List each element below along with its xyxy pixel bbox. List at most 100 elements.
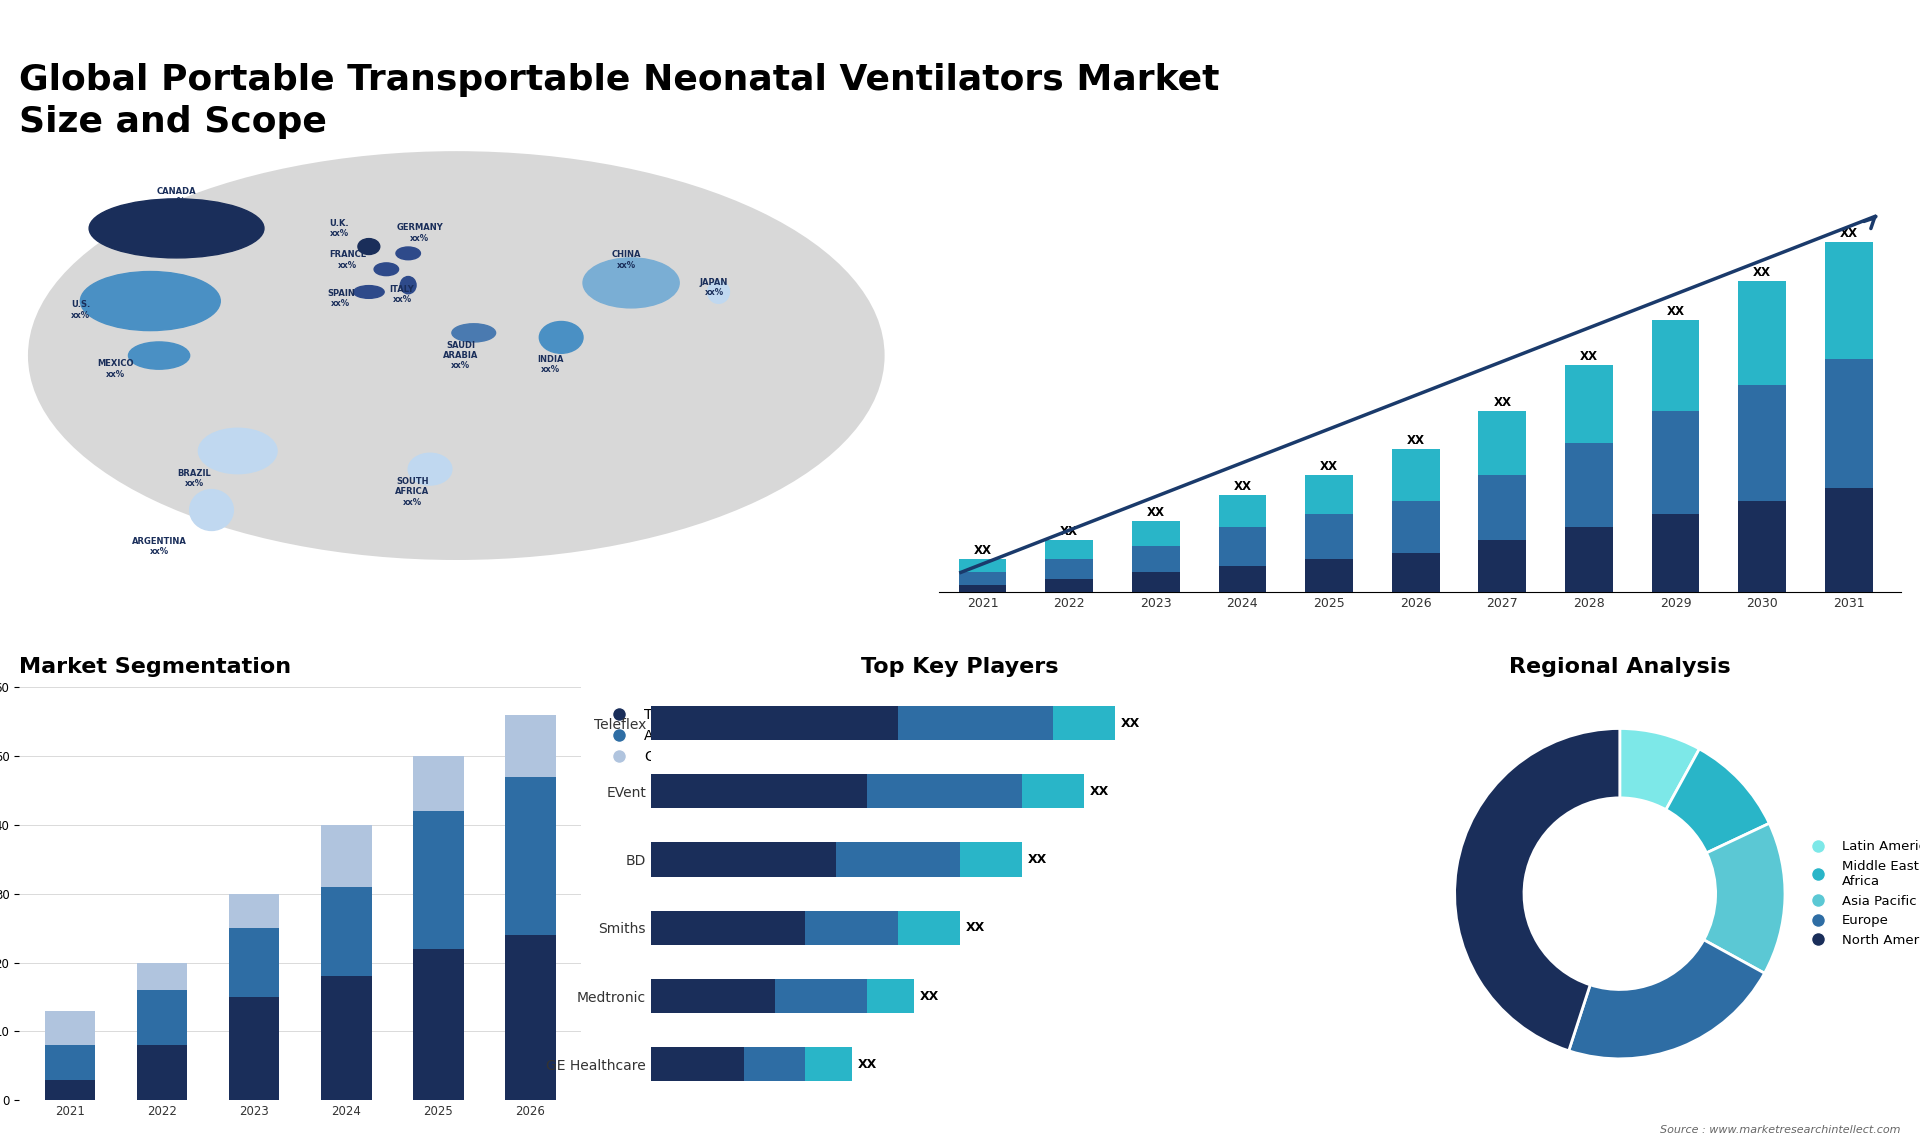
Bar [1021, 775, 1083, 808]
Text: XX: XX [1494, 395, 1511, 409]
Bar [1478, 540, 1526, 591]
Bar [743, 1047, 806, 1082]
Bar [228, 997, 280, 1100]
Ellipse shape [29, 151, 885, 560]
Bar [1738, 385, 1786, 501]
Wedge shape [1455, 729, 1620, 1051]
Text: Global Portable Transportable Neonatal Ventilators Market
Size and Scope: Global Portable Transportable Neonatal V… [19, 63, 1219, 139]
Text: XX: XX [1060, 525, 1079, 539]
Bar [228, 894, 280, 928]
Title: Regional Analysis: Regional Analysis [1509, 658, 1730, 677]
Text: XX: XX [1667, 305, 1684, 319]
Bar [1565, 366, 1613, 444]
Bar [136, 963, 188, 990]
Text: XX: XX [1321, 461, 1338, 473]
Bar [1478, 476, 1526, 540]
Ellipse shape [401, 276, 417, 293]
Bar [505, 777, 555, 935]
Bar [774, 979, 868, 1013]
Text: XX: XX [920, 989, 939, 1003]
Ellipse shape [190, 489, 234, 531]
Legend: Type, Application, Geography: Type, Application, Geography [599, 702, 728, 769]
Bar [1044, 540, 1092, 559]
Bar [1826, 359, 1872, 488]
Bar [321, 825, 372, 887]
Bar [1219, 566, 1267, 591]
Ellipse shape [409, 453, 451, 485]
Bar [651, 979, 774, 1013]
Bar [44, 1045, 96, 1080]
Bar [1392, 554, 1440, 591]
Ellipse shape [357, 238, 380, 254]
Wedge shape [1703, 823, 1786, 973]
Text: XX: XX [1121, 716, 1140, 730]
Ellipse shape [88, 199, 263, 258]
Ellipse shape [451, 324, 495, 342]
Bar [1478, 410, 1526, 476]
Bar [228, 928, 280, 997]
Text: SOUTH
AFRICA
xx%: SOUTH AFRICA xx% [396, 477, 430, 507]
Wedge shape [1667, 749, 1768, 853]
Bar [1306, 515, 1354, 559]
Text: Market Segmentation: Market Segmentation [19, 658, 292, 677]
Bar [1392, 501, 1440, 554]
Bar [899, 911, 960, 944]
Bar [958, 572, 1006, 586]
Polygon shape [1611, 39, 1692, 99]
Text: JAPAN
xx%: JAPAN xx% [701, 277, 728, 297]
Bar [413, 949, 463, 1100]
Bar [837, 842, 960, 877]
Title: Top Key Players: Top Key Players [862, 658, 1058, 677]
Bar [1306, 559, 1354, 591]
Polygon shape [1605, 24, 1686, 93]
Text: XX: XX [1839, 227, 1859, 241]
Bar [1565, 527, 1613, 591]
Text: MARKET
RESEARCH
INTELLECT: MARKET RESEARCH INTELLECT [1743, 37, 1801, 73]
Text: SPAIN
xx%: SPAIN xx% [326, 289, 355, 308]
Bar [1738, 281, 1786, 385]
Bar [44, 1080, 96, 1100]
Text: ITALY
xx%: ITALY xx% [390, 284, 415, 304]
Text: XX: XX [973, 544, 991, 557]
Text: CANADA
xx%: CANADA xx% [157, 187, 196, 206]
Text: XX: XX [1233, 480, 1252, 493]
Text: SAUDI
ARABIA
xx%: SAUDI ARABIA xx% [444, 340, 478, 370]
Bar [1133, 520, 1179, 547]
Bar [1651, 515, 1699, 591]
Ellipse shape [708, 281, 730, 304]
Ellipse shape [540, 322, 584, 353]
Ellipse shape [374, 262, 399, 276]
Bar [1219, 527, 1267, 566]
Bar [136, 990, 188, 1045]
Text: XX: XX [966, 921, 985, 934]
Ellipse shape [353, 285, 384, 298]
Text: XX: XX [1146, 505, 1165, 519]
Bar [958, 559, 1006, 572]
Text: INDIA
xx%: INDIA xx% [538, 355, 564, 375]
Wedge shape [1620, 729, 1699, 810]
Bar [958, 586, 1006, 591]
Bar [1651, 320, 1699, 410]
Ellipse shape [198, 429, 276, 473]
Text: XX: XX [1407, 434, 1425, 447]
Bar [651, 911, 806, 944]
Bar [321, 887, 372, 976]
Text: U.K.
xx%: U.K. xx% [330, 219, 349, 238]
Bar [651, 775, 868, 808]
Ellipse shape [584, 258, 680, 308]
Bar [1133, 547, 1179, 572]
Bar [1133, 572, 1179, 591]
Text: FRANCE
xx%: FRANCE xx% [328, 251, 367, 269]
Bar [1565, 444, 1613, 527]
Text: XX: XX [1091, 785, 1110, 798]
Circle shape [1524, 798, 1716, 989]
Bar [413, 756, 463, 811]
Text: Source : www.marketresearchintellect.com: Source : www.marketresearchintellect.com [1661, 1124, 1901, 1135]
Bar [1826, 242, 1872, 359]
Legend: Latin America, Middle East &
Africa, Asia Pacific, Europe, North America: Latin America, Middle East & Africa, Asi… [1799, 835, 1920, 952]
Bar [806, 1047, 852, 1082]
Bar [1651, 410, 1699, 515]
Ellipse shape [396, 248, 420, 260]
Bar [1826, 488, 1872, 591]
Text: U.S.
xx%: U.S. xx% [71, 300, 90, 320]
